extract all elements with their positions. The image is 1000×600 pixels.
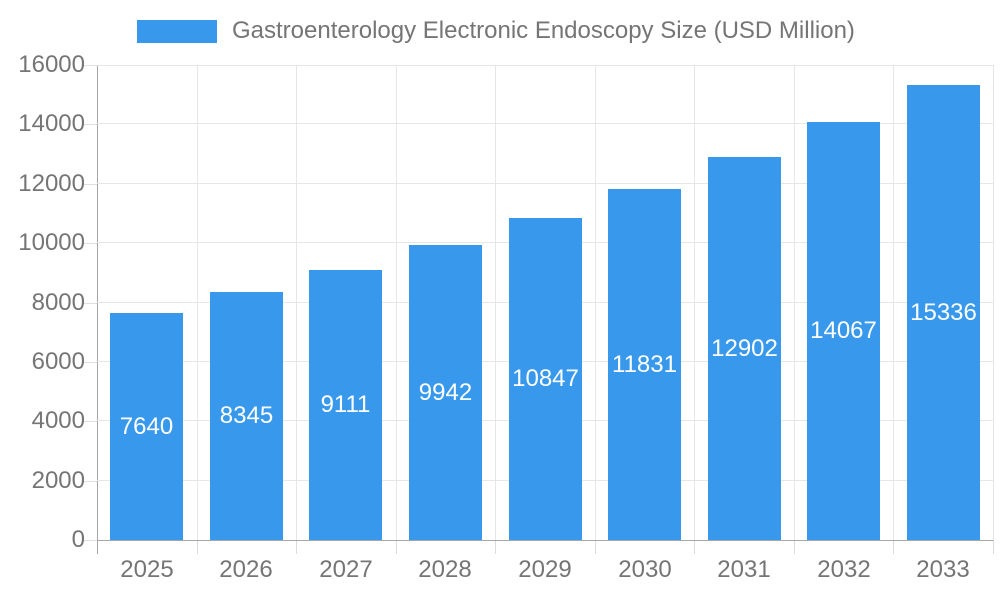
x-axis-tick	[495, 541, 496, 554]
bar-value-label: 10847	[512, 365, 579, 392]
y-axis-line	[97, 65, 98, 554]
bar-value-label: 15336	[910, 298, 977, 326]
bar-2026[interactable]: 8345	[210, 292, 283, 540]
y-axis-label: 2000	[31, 466, 85, 494]
y-axis-tick	[84, 65, 97, 66]
y-axis-label: 6000	[31, 347, 85, 375]
gridline-v	[296, 65, 297, 540]
y-axis-tick	[84, 183, 97, 185]
bar-value-label: 7640	[119, 412, 174, 440]
bar-2033[interactable]: 15336	[907, 85, 980, 540]
plot-area: 7640 8345 9111 9942 10847 11831 12902 14067 1533…	[97, 65, 994, 541]
y-axis-label: 4000	[31, 407, 85, 435]
x-axis-label: 2031	[717, 556, 771, 583]
x-axis-tick	[794, 541, 795, 554]
gridline-v	[893, 65, 894, 540]
x-axis-label: 2033	[916, 556, 970, 583]
x-axis-tick	[993, 541, 994, 554]
legend-swatch	[137, 19, 217, 43]
bar-2025[interactable]: 7640	[110, 313, 183, 540]
bar-2027[interactable]: 9111	[309, 270, 382, 540]
x-axis-label: 2026	[219, 556, 273, 583]
y-axis-tick	[84, 480, 97, 482]
bar-2029[interactable]: 10847	[509, 218, 582, 540]
legend[interactable]: Gastroenterology Electronic Endoscopy Si…	[137, 17, 855, 45]
x-axis-tick	[595, 541, 596, 554]
y-axis-label: 10000	[18, 229, 85, 257]
gridline-h	[97, 182, 993, 184]
x-axis-tick	[296, 541, 297, 554]
y-axis-tick	[84, 540, 97, 541]
x-axis-tick	[893, 541, 894, 554]
gridline-v	[595, 65, 596, 540]
x-axis-label: 2029	[518, 556, 572, 583]
gridline-h	[97, 65, 993, 66]
y-axis-tick	[84, 243, 97, 245]
bar-value-label: 9111	[320, 391, 371, 418]
y-axis-tick	[84, 124, 97, 126]
gridline-v	[396, 65, 397, 540]
x-axis-tick	[694, 541, 695, 554]
y-axis-tick	[84, 302, 97, 304]
gridline-h	[97, 123, 993, 125]
x-axis-label: 2028	[418, 556, 472, 583]
gridline-v	[495, 65, 496, 540]
x-axis-label: 2025	[120, 556, 174, 583]
y-axis-label: 16000	[18, 51, 85, 78]
legend-label: Gastroenterology Electronic Endoscopy Si…	[232, 17, 855, 44]
x-axis-label: 2032	[817, 556, 871, 583]
y-axis-label: 0	[71, 526, 85, 553]
gridline-v	[197, 65, 198, 540]
bar-2028[interactable]: 9942	[409, 245, 482, 540]
y-axis-tick	[84, 421, 97, 423]
x-axis-tick	[396, 541, 397, 554]
bar-2031[interactable]: 12902	[708, 157, 781, 540]
y-axis-label: 14000	[18, 110, 85, 138]
y-axis-tick	[84, 361, 97, 363]
y-axis-label: 8000	[31, 288, 85, 316]
bar-value-label: 14067	[810, 317, 877, 344]
y-axis-label: 12000	[18, 169, 85, 197]
bar-value-label: 12902	[711, 334, 778, 362]
x-axis-label: 2027	[319, 556, 373, 583]
bar-2030[interactable]: 11831	[608, 189, 681, 540]
bar-value-label: 9942	[418, 378, 473, 406]
x-axis-tick	[197, 541, 198, 554]
bar-value-label: 11831	[612, 350, 677, 378]
gridline-v	[694, 65, 695, 540]
x-axis-label: 2030	[618, 556, 672, 583]
gridline-v	[794, 65, 795, 540]
bar-value-label: 8345	[219, 402, 274, 429]
bar-2032[interactable]: 14067	[807, 122, 880, 540]
